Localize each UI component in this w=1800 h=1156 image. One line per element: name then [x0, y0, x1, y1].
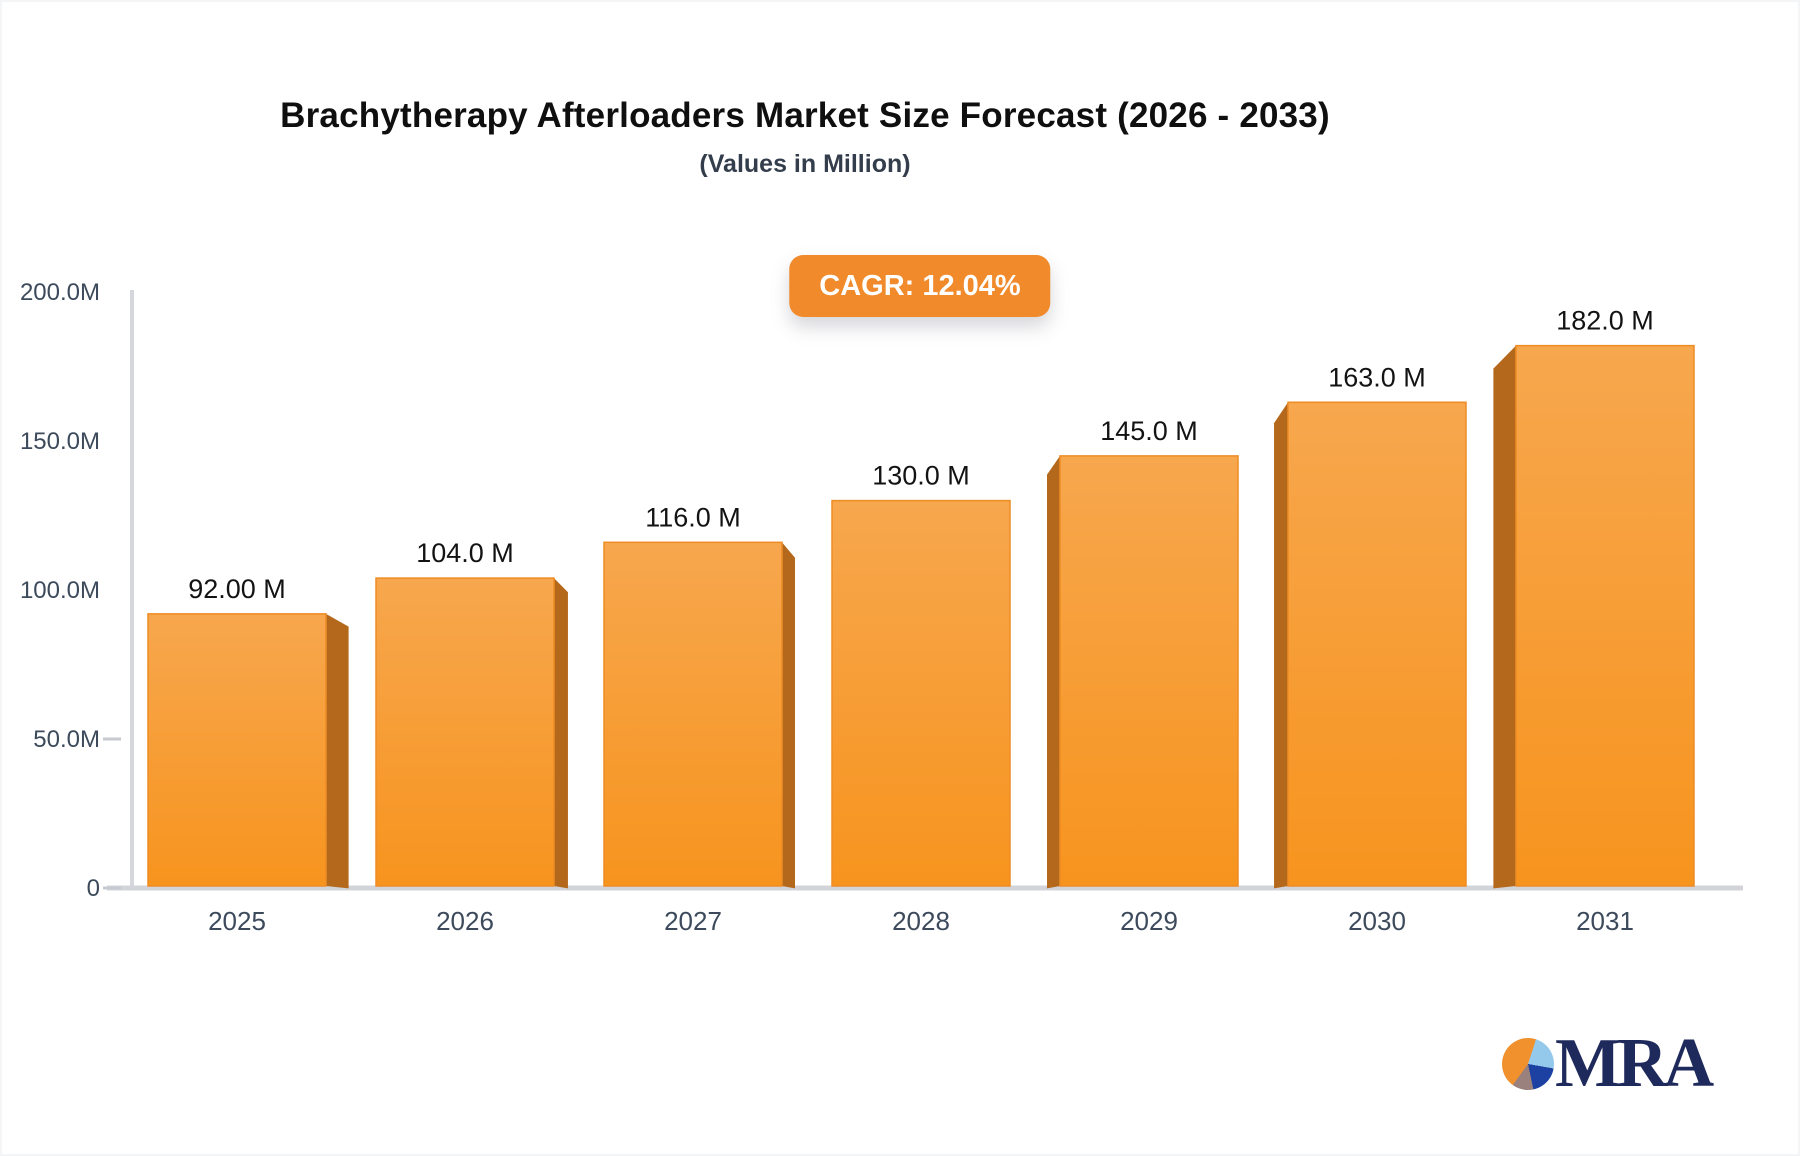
bar-value-label: 145.0 M	[1100, 416, 1198, 446]
bar-2028	[831, 499, 1011, 887]
bar-side-2027	[782, 542, 795, 889]
bar-2027	[603, 541, 783, 887]
bar-value-label: 182.0 M	[1556, 306, 1654, 336]
bar-side-2026	[554, 578, 568, 889]
pie-chart-logo-icon	[1502, 1038, 1554, 1090]
bar-side-2025	[326, 613, 349, 889]
y-tick-label: 200.0M	[20, 279, 100, 306]
bar-value-label: 92.00 M	[188, 574, 286, 604]
brand-logo-text: MRA	[1555, 1025, 1714, 1102]
x-tick-label: 2029	[1120, 906, 1178, 936]
x-tick-label: 2030	[1348, 906, 1406, 936]
bar-side-2031	[1493, 345, 1516, 889]
bar-side-2030	[1274, 402, 1288, 889]
x-tick-label: 2028	[892, 906, 950, 936]
chart-subtitle: (Values in Million)	[699, 150, 911, 178]
bar-2031	[1515, 344, 1695, 887]
y-tick-label: 150.0M	[20, 428, 100, 455]
bar-value-label: 104.0 M	[416, 538, 514, 568]
brand-logo: MRA	[1502, 1025, 1714, 1102]
bar-side-2029	[1047, 455, 1060, 889]
bar-2025	[147, 613, 327, 887]
x-tick-label: 2026	[436, 906, 494, 936]
bar-2026	[375, 577, 555, 887]
bar-value-label: 163.0 M	[1328, 362, 1426, 392]
x-tick-label: 2025	[208, 906, 266, 936]
cagr-badge: CAGR: 12.04%	[789, 255, 1051, 317]
y-tick-label: 100.0M	[20, 577, 100, 604]
y-tick-label: 0	[87, 875, 100, 902]
bar-value-label: 116.0 M	[645, 502, 741, 532]
x-tick-label: 2031	[1576, 906, 1634, 936]
bar-2029	[1059, 455, 1239, 887]
x-tick-label: 2027	[664, 906, 722, 936]
chart-title: Brachytherapy Afterloaders Market Size F…	[280, 96, 1330, 135]
bar-2030	[1287, 401, 1467, 887]
y-tick-label: 50.0M	[33, 726, 100, 753]
bar-value-label: 130.0 M	[872, 461, 970, 491]
